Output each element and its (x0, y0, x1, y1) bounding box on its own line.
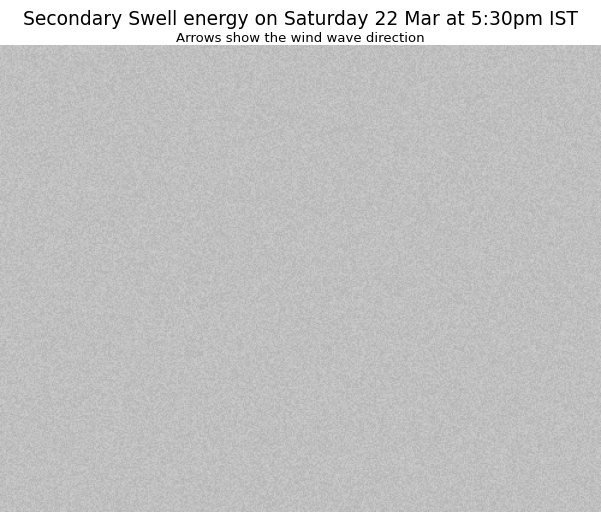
Text: Secondary Swell energy on Saturday 22 Mar at 5:30pm IST: Secondary Swell energy on Saturday 22 Ma… (23, 10, 578, 29)
Text: Arrows show the wind wave direction: Arrows show the wind wave direction (176, 32, 425, 46)
